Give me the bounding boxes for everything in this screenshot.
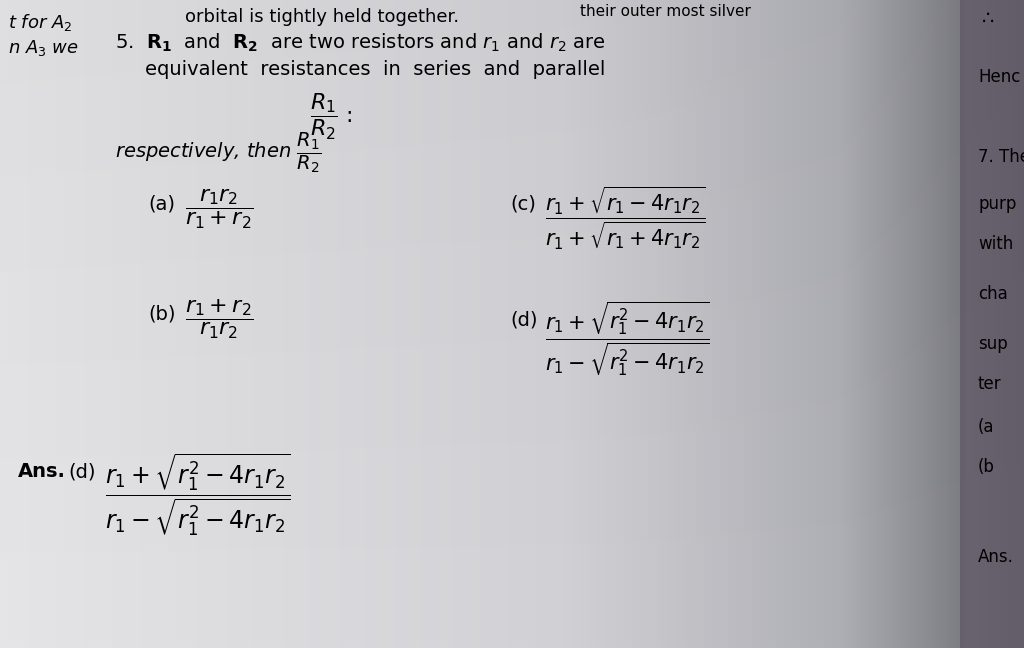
Bar xyxy=(961,0,1024,648)
Text: with: with xyxy=(978,235,1014,253)
Text: t for $A_2$: t for $A_2$ xyxy=(8,12,73,33)
Text: n $A_3$ we: n $A_3$ we xyxy=(8,38,79,58)
Text: (b: (b xyxy=(978,458,995,476)
Text: 7. The: 7. The xyxy=(978,148,1024,166)
Text: ter: ter xyxy=(978,375,1001,393)
Text: $\dfrac{r_1 + r_2}{r_1 r_2}$: $\dfrac{r_1 + r_2}{r_1 r_2}$ xyxy=(185,298,254,341)
Text: (d): (d) xyxy=(68,462,95,481)
Text: 5.  $\mathbf{R_1}$  and  $\mathbf{R_2}$  are two resistors and $r_1$ and $r_2$ a: 5. $\mathbf{R_1}$ and $\mathbf{R_2}$ are… xyxy=(115,32,605,54)
Text: (c): (c) xyxy=(510,195,536,214)
Text: orbital is tightly held together.: orbital is tightly held together. xyxy=(185,8,459,26)
Text: $\dfrac{R_1}{R_2}$ :: $\dfrac{R_1}{R_2}$ : xyxy=(310,92,352,142)
Text: $\dfrac{r_1 + \sqrt{r_1^2 - 4r_1 r_2}}{r_1 - \sqrt{r_1^2 - 4r_1 r_2}}$: $\dfrac{r_1 + \sqrt{r_1^2 - 4r_1 r_2}}{r… xyxy=(545,300,710,378)
Text: $\therefore$: $\therefore$ xyxy=(978,8,995,27)
Text: $\dfrac{r_1 + \sqrt{r_1 - 4r_1 r_2}}{r_1 + \sqrt{r_1 + 4r_1 r_2}}$: $\dfrac{r_1 + \sqrt{r_1 - 4r_1 r_2}}{r_1… xyxy=(545,185,706,252)
Text: $\dfrac{r_1 r_2}{r_1 + r_2}$: $\dfrac{r_1 r_2}{r_1 + r_2}$ xyxy=(185,188,254,231)
Text: sup: sup xyxy=(978,335,1008,353)
Text: (a): (a) xyxy=(148,195,175,214)
Text: (b): (b) xyxy=(148,305,175,324)
Text: (a: (a xyxy=(978,418,994,436)
Text: cha: cha xyxy=(978,285,1008,303)
Text: their outer most silver: their outer most silver xyxy=(580,4,751,19)
Text: $\dfrac{r_1 + \sqrt{r_1^2 - 4r_1 r_2}}{r_1 - \sqrt{r_1^2 - 4r_1 r_2}}$: $\dfrac{r_1 + \sqrt{r_1^2 - 4r_1 r_2}}{r… xyxy=(105,452,291,539)
Text: respectively, then $\dfrac{R_1}{R_2}$: respectively, then $\dfrac{R_1}{R_2}$ xyxy=(115,130,322,175)
Text: equivalent  resistances  in  series  and  parallel: equivalent resistances in series and par… xyxy=(145,60,605,79)
Text: Henc: Henc xyxy=(978,68,1020,86)
Text: Ans.: Ans. xyxy=(18,462,66,481)
Text: (d): (d) xyxy=(510,310,538,329)
Text: purp: purp xyxy=(978,195,1017,213)
Text: Ans.: Ans. xyxy=(978,548,1014,566)
